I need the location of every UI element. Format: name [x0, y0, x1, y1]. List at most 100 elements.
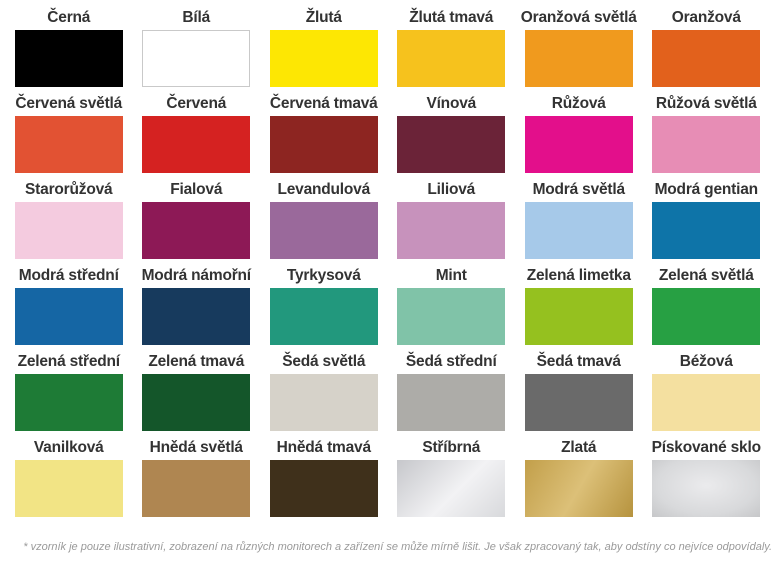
color-swatch — [524, 460, 633, 517]
swatch-cell: Růžová — [515, 94, 643, 173]
swatch-cell: Šedá střední — [388, 352, 516, 431]
color-swatch — [142, 116, 251, 173]
color-swatch — [652, 30, 761, 87]
color-swatch — [269, 288, 378, 345]
palette-grid: Černá Bílá Žlutá Žlutá tmavá Oranžová světlá… — [5, 8, 771, 517]
swatch-cell: Vanilková — [5, 438, 133, 517]
swatch-label: Modrá námořní — [141, 267, 252, 284]
swatch-label: Červená — [166, 95, 227, 112]
swatch-cell: Béžová — [643, 352, 771, 431]
swatch-label: Modrá gentian — [654, 181, 759, 198]
swatch-label: Liliová — [427, 181, 476, 198]
swatch-cell: Stříbrná — [388, 438, 516, 517]
swatch-cell: Fialová — [133, 180, 261, 259]
color-swatch — [142, 202, 251, 259]
color-swatch — [397, 116, 506, 173]
color-swatch — [142, 374, 251, 431]
swatch-label: Žlutá — [305, 9, 342, 26]
swatch-label: Zelená světlá — [658, 267, 754, 284]
swatch-cell: Zelená světlá — [643, 266, 771, 345]
color-swatch — [397, 30, 506, 87]
swatch-cell: Oranžová — [643, 8, 771, 87]
color-swatch — [14, 202, 123, 259]
swatch-cell: Zelená limetka — [515, 266, 643, 345]
color-swatch — [652, 288, 761, 345]
swatch-label: Stříbrná — [422, 439, 481, 456]
swatch-cell: Červená světlá — [5, 94, 133, 173]
swatch-cell: Černá — [5, 8, 133, 87]
swatch-label: Zlatá — [561, 439, 597, 456]
swatch-cell: Červená tmavá — [260, 94, 388, 173]
swatch-cell: Žlutá tmavá — [388, 8, 516, 87]
swatch-cell: Modrá gentian — [643, 180, 771, 259]
swatch-label: Červená světlá — [15, 95, 123, 112]
swatch-label: Levandulová — [277, 181, 371, 198]
color-swatch — [397, 374, 506, 431]
swatch-label: Hnědá tmavá — [276, 439, 371, 456]
swatch-cell: Bílá — [133, 8, 261, 87]
swatch-cell: Hnědá světlá — [133, 438, 261, 517]
swatch-cell: Vínová — [388, 94, 516, 173]
swatch-label: Zelená limetka — [526, 267, 631, 284]
color-swatch — [142, 30, 251, 87]
swatch-label: Růžová — [551, 95, 606, 112]
color-swatch — [14, 374, 123, 431]
swatch-cell: Modrá střední — [5, 266, 133, 345]
color-swatch — [14, 30, 123, 87]
color-swatch — [397, 288, 506, 345]
color-swatch — [142, 288, 251, 345]
swatch-cell: Levandulová — [260, 180, 388, 259]
swatch-cell: Šedá tmavá — [515, 352, 643, 431]
color-swatch — [14, 288, 123, 345]
swatch-label: Vanilková — [33, 439, 104, 456]
swatch-label: Starorůžová — [25, 181, 113, 198]
swatch-label: Růžová světlá — [655, 95, 757, 112]
swatch-label: Zelená tmavá — [148, 353, 245, 370]
swatch-cell: Pískované sklo — [643, 438, 771, 517]
swatch-label: Černá — [47, 9, 91, 26]
swatch-cell: Modrá námořní — [133, 266, 261, 345]
color-swatch — [142, 460, 251, 517]
color-swatch — [269, 374, 378, 431]
swatch-cell: Tyrkysová — [260, 266, 388, 345]
color-swatch — [652, 202, 761, 259]
swatch-label: Vínová — [426, 95, 477, 112]
color-swatch — [524, 30, 633, 87]
swatch-label: Pískované sklo — [651, 439, 761, 456]
swatch-label: Béžová — [679, 353, 733, 370]
color-swatch — [652, 460, 761, 517]
swatch-label: Šedá střední — [405, 353, 497, 370]
footer-disclaimer: * vzorník je pouze ilustrativní, zobraze… — [23, 541, 772, 553]
swatch-cell: Zelená tmavá — [133, 352, 261, 431]
swatch-label: Mint — [435, 267, 467, 284]
color-swatch — [397, 460, 506, 517]
swatch-label: Fialová — [170, 181, 223, 198]
color-swatch — [524, 202, 633, 259]
swatch-label: Hnědá světlá — [149, 439, 243, 456]
swatch-label: Oranžová světlá — [520, 9, 637, 26]
swatch-cell: Liliová — [388, 180, 516, 259]
swatch-label: Modrá světlá — [532, 181, 626, 198]
swatch-cell: Oranžová světlá — [515, 8, 643, 87]
color-swatch — [269, 460, 378, 517]
color-swatch — [269, 30, 378, 87]
swatch-cell: Červená — [133, 94, 261, 173]
color-swatch — [524, 116, 633, 173]
color-swatch — [269, 116, 378, 173]
swatch-label: Tyrkysová — [286, 267, 361, 284]
color-swatch — [269, 202, 378, 259]
swatch-label: Šedá tmavá — [536, 353, 621, 370]
swatch-cell: Zelená střední — [5, 352, 133, 431]
color-swatch — [397, 202, 506, 259]
swatch-cell: Šedá světlá — [260, 352, 388, 431]
swatch-cell: Žlutá — [260, 8, 388, 87]
swatch-cell: Mint — [388, 266, 516, 345]
color-swatch — [14, 460, 123, 517]
swatch-label: Modrá střední — [18, 267, 119, 284]
swatch-cell: Zlatá — [515, 438, 643, 517]
swatch-cell: Hnědá tmavá — [260, 438, 388, 517]
color-swatch — [14, 116, 123, 173]
swatch-label: Bílá — [182, 9, 211, 26]
swatch-label: Žlutá tmavá — [409, 9, 494, 26]
color-swatch — [652, 374, 761, 431]
